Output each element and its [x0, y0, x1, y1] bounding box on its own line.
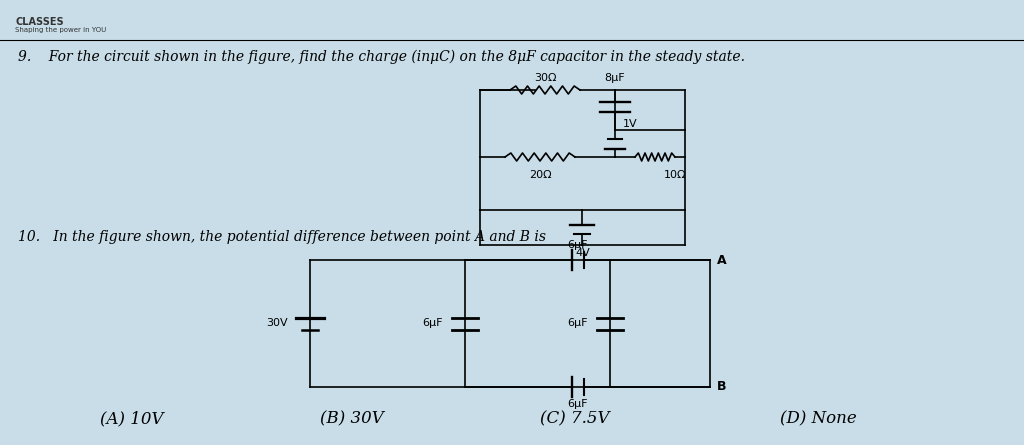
Text: 20Ω: 20Ω [528, 170, 551, 180]
Text: (C) 7.5V: (C) 7.5V [540, 410, 609, 427]
Text: B: B [717, 380, 726, 393]
Text: A: A [717, 254, 727, 267]
Text: (D) None: (D) None [780, 410, 857, 427]
Text: 6μF: 6μF [423, 319, 443, 328]
Text: 30Ω: 30Ω [534, 73, 556, 83]
Text: Shaping the power in YOU: Shaping the power in YOU [15, 27, 106, 33]
Text: (B) 30V: (B) 30V [319, 410, 384, 427]
Text: 6μF: 6μF [567, 240, 588, 250]
Text: 8μF: 8μF [605, 73, 626, 83]
Text: (A) 10V: (A) 10V [100, 410, 164, 427]
Text: 6μF: 6μF [567, 319, 588, 328]
Text: 10Ω: 10Ω [664, 170, 686, 180]
Text: 1V: 1V [623, 118, 638, 129]
Text: 10.   In the figure shown, the potential difference between point A and B is: 10. In the figure shown, the potential d… [18, 230, 546, 244]
Text: 4V: 4V [575, 248, 590, 258]
Text: 9.    For the circuit shown in the figure, find the charge (inμC) on the 8μF cap: 9. For the circuit shown in the figure, … [18, 50, 745, 65]
Text: 30V: 30V [266, 319, 288, 328]
Text: 6μF: 6μF [567, 399, 588, 409]
Text: CLASSES: CLASSES [15, 17, 63, 27]
